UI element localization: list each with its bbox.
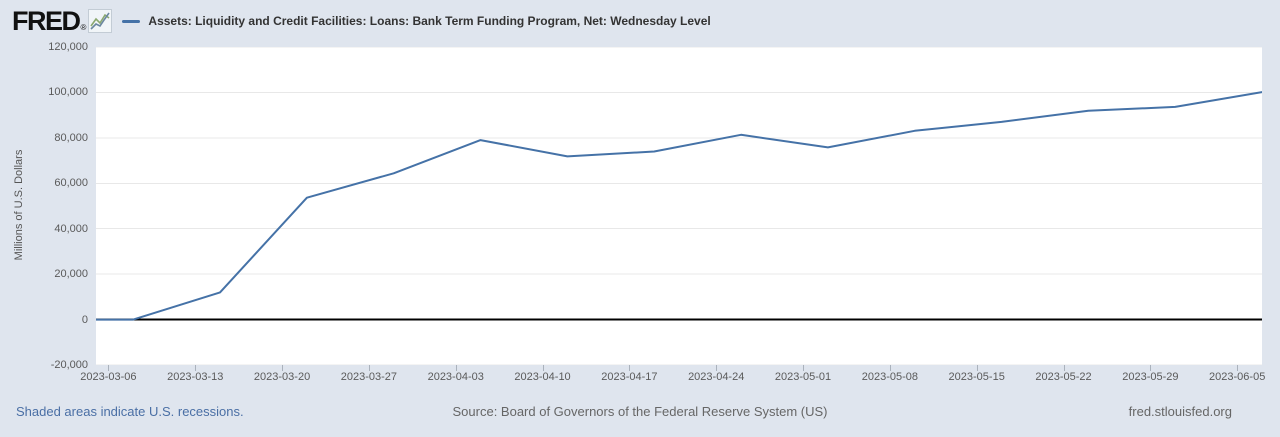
- recessions-note-link[interactable]: Shaded areas indicate U.S. recessions.: [16, 404, 244, 419]
- x-tick-mark: [716, 365, 718, 371]
- x-tick-mark: [1063, 365, 1065, 371]
- fred-logo-text: FRED: [12, 6, 81, 36]
- x-tick-mark: [889, 365, 891, 371]
- x-tick-label: 2023-05-22: [1035, 371, 1092, 383]
- chart-footer: Shaded areas indicate U.S. recessions. S…: [0, 404, 1280, 424]
- x-tick-mark: [108, 365, 110, 371]
- x-tick-mark: [542, 365, 544, 371]
- x-tick-mark: [282, 365, 284, 371]
- x-tick-label: 2023-04-24: [688, 371, 745, 383]
- x-tick-mark: [368, 365, 370, 371]
- x-tick-label: 2023-04-10: [514, 371, 571, 383]
- x-tick-mark: [1237, 365, 1239, 371]
- y-tick-label: 100,000: [48, 86, 88, 99]
- x-tick-label: 2023-06-05: [1209, 371, 1266, 383]
- fred-logo[interactable]: FRED ®: [12, 6, 113, 36]
- series-legend-marker-icon: [122, 19, 141, 23]
- y-tick-label: 80,000: [54, 131, 88, 144]
- fred-logo-chart-icon: [88, 9, 113, 33]
- y-tick-label: 120,000: [48, 41, 88, 53]
- plot-area[interactable]: [96, 47, 1262, 365]
- x-tick-mark: [1150, 365, 1152, 371]
- series-legend: Assets: Liquidity and Credit Facilities:…: [122, 14, 711, 28]
- x-tick-label: 2023-03-20: [253, 371, 311, 383]
- x-tick-label: 2023-04-03: [427, 371, 484, 383]
- y-tick-label: 20,000: [54, 268, 88, 281]
- x-tick-label: 2023-03-13: [167, 371, 224, 383]
- x-tick-label: 2023-05-29: [1122, 371, 1179, 383]
- x-tick-mark: [803, 365, 805, 371]
- chart-header: FRED ® Assets: Liquidity and Credit Faci…: [0, 0, 1280, 42]
- y-tick-label: -20,000: [50, 359, 88, 371]
- x-tick-label: 2023-04-17: [601, 371, 658, 383]
- source-attribution: Source: Board of Governors of the Federa…: [452, 404, 828, 419]
- x-tick-label: 2023-05-15: [948, 371, 1005, 383]
- fred-domain-link[interactable]: fred.stlouisfed.org: [1128, 404, 1232, 419]
- chart-canvas[interactable]: [96, 47, 1262, 365]
- x-tick-label: 2023-03-27: [340, 371, 398, 383]
- x-tick-mark: [455, 365, 457, 371]
- x-tick-mark: [976, 365, 978, 371]
- y-axis-title: Millions of U.S. Dollars: [13, 149, 25, 261]
- registered-trademark-symbol: ®: [80, 23, 87, 32]
- y-tick-label: 40,000: [54, 222, 88, 235]
- x-tick-mark: [629, 365, 631, 371]
- x-tick-label: 2023-05-01: [774, 371, 832, 383]
- y-tick-label: 60,000: [54, 177, 88, 190]
- x-tick-mark: [195, 365, 197, 371]
- x-tick-label: 2023-05-08: [861, 371, 918, 383]
- x-tick-label: 2023-03-06: [80, 371, 137, 383]
- series-title: Assets: Liquidity and Credit Facilities:…: [148, 14, 711, 28]
- y-tick-label: 0: [81, 313, 88, 326]
